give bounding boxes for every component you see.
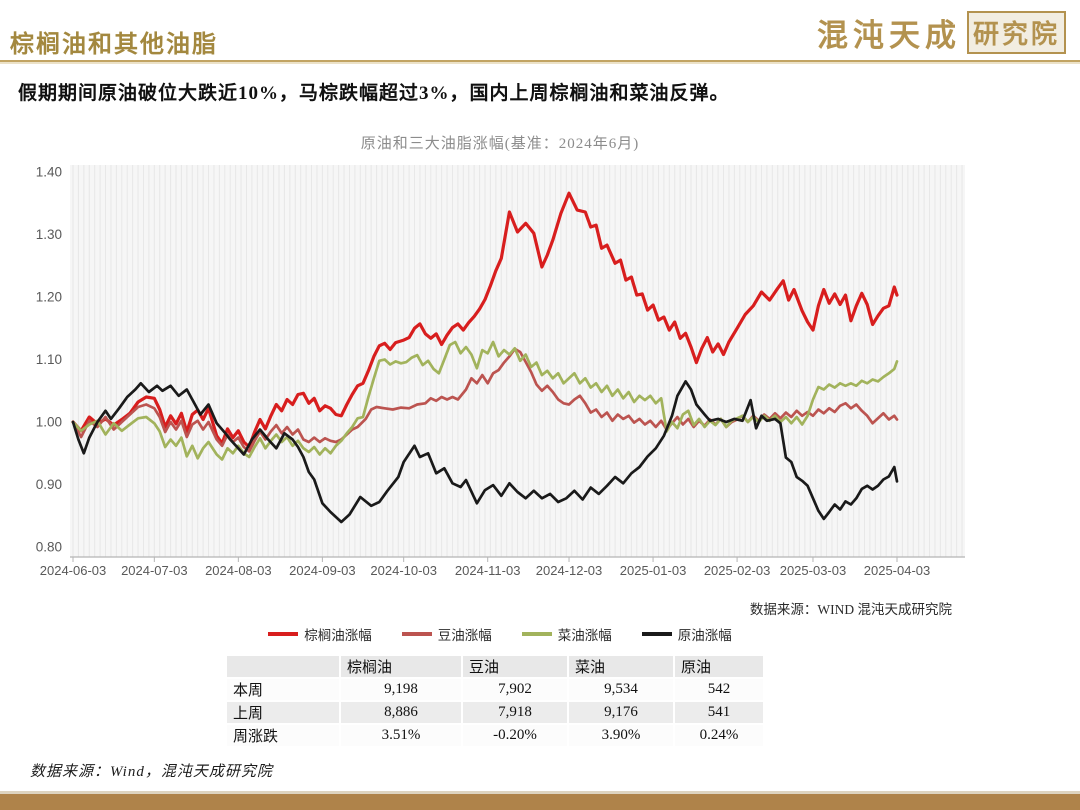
palm-line-swatch <box>268 632 299 636</box>
price-summary-table: 棕榈油 豆油 菜油 原油 本周 9,198 7,902 9,534 542 上周… <box>225 654 765 748</box>
y-tick-label: 1.10 <box>36 352 62 367</box>
legend-item-palm: 棕榈油涨幅 <box>268 624 372 644</box>
table-row: 上周 8,886 7,918 9,176 541 <box>225 700 765 725</box>
col-header-crude: 原油 <box>673 654 765 679</box>
legend-label: 原油涨幅 <box>677 628 732 643</box>
legend-label: 豆油涨幅 <box>437 628 492 643</box>
series-line-1 <box>71 191 899 449</box>
x-tick-label: 2025-01-03 <box>620 563 687 578</box>
col-header-rapeseed: 菜油 <box>567 654 675 679</box>
x-tick-label: 2024-09-03 <box>289 563 356 578</box>
row-label: 本周 <box>225 677 341 702</box>
y-tick-label: 1.20 <box>36 290 62 305</box>
x-tick-label: 2025-03-03 <box>780 563 847 578</box>
cell-value: 3.90% <box>567 723 675 748</box>
cell-value: 541 <box>673 700 765 725</box>
cell-value: 3.51% <box>339 723 463 748</box>
brand-logo-text: 混沌天成 <box>816 18 961 53</box>
x-tick-label: 2024-07-03 <box>121 563 188 578</box>
y-tick-label: 0.90 <box>36 477 62 492</box>
row-label: 周涨跌 <box>225 723 341 748</box>
table-corner-cell <box>225 654 341 679</box>
series-line-4 <box>71 380 899 524</box>
page-title: 棕榈油和其他油脂 <box>10 32 218 58</box>
legend-label: 菜油涨幅 <box>557 628 612 643</box>
y-tick-label: 1.40 <box>36 165 62 180</box>
y-tick-label: 0.80 <box>36 540 62 555</box>
soy-line-swatch <box>401 632 432 636</box>
cell-value: 7,918 <box>461 700 569 725</box>
cell-value: 542 <box>673 677 765 702</box>
chart-legend: 棕榈油涨幅 豆油涨幅 菜油涨幅 原油涨幅 <box>0 624 1000 644</box>
y-tick-label: 1.00 <box>36 415 62 430</box>
series-line-3 <box>71 340 899 461</box>
cell-value: 9,198 <box>339 677 463 702</box>
cell-value: -0.20% <box>461 723 569 748</box>
cell-value: 8,886 <box>339 700 463 725</box>
x-tick-label: 2024-10-03 <box>370 563 437 578</box>
x-tick-label: 2025-04-03 <box>864 563 931 578</box>
chart-source-note: 数据来源：WIND 混沌天成研究院 <box>749 602 952 617</box>
row-label: 上周 <box>225 700 341 725</box>
legend-item-soy: 豆油涨幅 <box>401 624 492 644</box>
bottom-accent-bar <box>0 791 1080 810</box>
x-tick-label: 2024-12-03 <box>536 563 603 578</box>
x-tick-label: 2024-06-03 <box>40 563 107 578</box>
col-header-soy: 豆油 <box>461 654 569 679</box>
cell-value: 0.24% <box>673 723 765 748</box>
chart-title: 原油和三大油脂涨幅(基准：2024年6月) <box>360 136 640 152</box>
legend-item-crude: 原油涨幅 <box>641 624 732 644</box>
cell-value: 7,902 <box>461 677 569 702</box>
x-tick-label: 2024-08-03 <box>205 563 272 578</box>
table-row: 周涨跌 3.51% -0.20% 3.90% 0.24% <box>225 723 765 748</box>
y-tick-label: 1.30 <box>36 227 62 242</box>
cell-value: 9,534 <box>567 677 675 702</box>
brand-logo-seal: 研究院 <box>966 11 1066 54</box>
rapeseed-line-swatch <box>521 632 552 636</box>
cell-value: 9,176 <box>567 700 675 725</box>
headline-text: 假期期间原油破位大跌近10%，马棕跌幅超过3%，国内上周棕榈油和菜油反弹。 <box>18 83 730 104</box>
brand-logo: 混沌天成 研究院 <box>817 10 1066 55</box>
crude-line-swatch <box>641 632 672 636</box>
col-header-palm: 棕榈油 <box>339 654 463 679</box>
table-header-row: 棕榈油 豆油 菜油 原油 <box>225 654 765 679</box>
header-divider <box>0 60 1080 64</box>
x-tick-label: 2025-02-03 <box>704 563 771 578</box>
table-row: 本周 9,198 7,902 9,534 542 <box>225 677 765 702</box>
footer-source-note: 数据来源：Wind，混沌天成研究院 <box>30 764 273 780</box>
legend-item-rapeseed: 菜油涨幅 <box>521 624 612 644</box>
legend-label: 棕榈油涨幅 <box>304 628 372 643</box>
x-tick-label: 2024-11-03 <box>455 563 521 578</box>
